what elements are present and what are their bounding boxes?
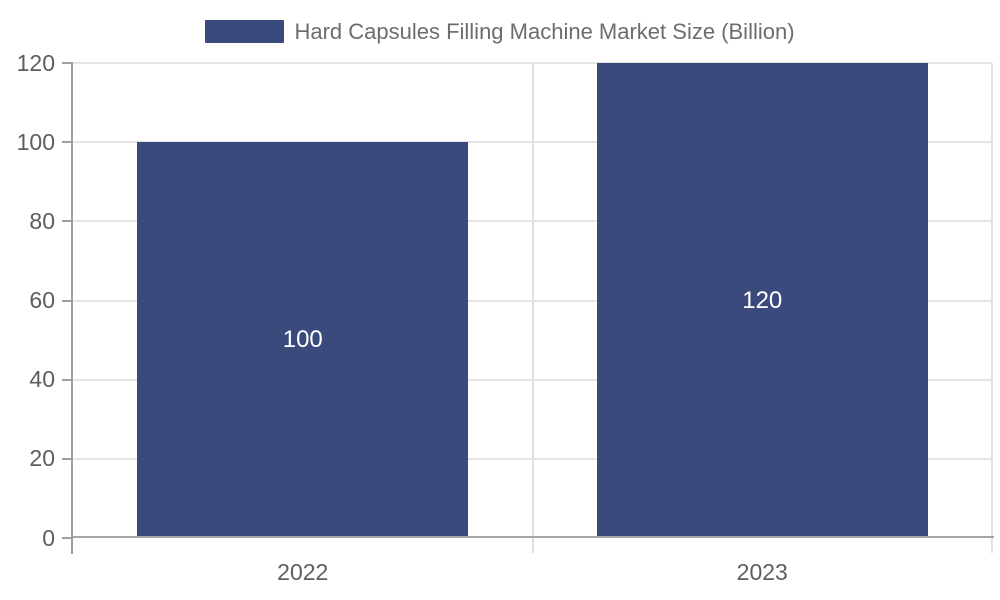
y-axis-tick: [62, 299, 73, 302]
y-axis-tick: [62, 457, 73, 460]
y-axis-tick: [62, 62, 73, 64]
bar-value-label: 120: [742, 286, 783, 314]
y-tick-label: 40: [29, 366, 55, 393]
x-axis-tick: [531, 538, 534, 553]
x-axis-tick: [991, 538, 993, 553]
x-tick-label: 2022: [277, 559, 329, 585]
bar-2023[interactable]: [596, 63, 928, 538]
y-tick-label: 20: [29, 445, 55, 472]
y-axis-tick: [62, 220, 73, 223]
y-tick-label: 60: [29, 287, 55, 313]
x-tick-label: 2023: [736, 559, 788, 585]
y-tick-label: 0: [42, 524, 55, 551]
legend-swatch: [205, 20, 285, 43]
bar-value-label: 100: [282, 326, 323, 354]
category-boundary-gridline: [531, 63, 534, 538]
y-tick-label: 120: [16, 49, 55, 76]
y-axis-tick: [62, 141, 73, 144]
y-tick-label: 80: [29, 207, 55, 234]
plot-area: 0 20 40 60 80 100 120 100 2022 120 2023: [17, 50, 994, 585]
x-axis-line: [73, 536, 994, 538]
y-axis-tick: [62, 378, 73, 381]
y-axis-tick: [62, 537, 73, 539]
bar-2022[interactable]: [137, 142, 469, 538]
y-axis-line: [71, 63, 73, 554]
category-boundary-gridline: [991, 63, 993, 538]
legend[interactable]: Hard Capsules Filling Machine Market Siz…: [0, 18, 1000, 45]
y-tick-label: 100: [16, 128, 55, 155]
legend-label: Hard Capsules Filling Machine Market Siz…: [294, 19, 795, 44]
